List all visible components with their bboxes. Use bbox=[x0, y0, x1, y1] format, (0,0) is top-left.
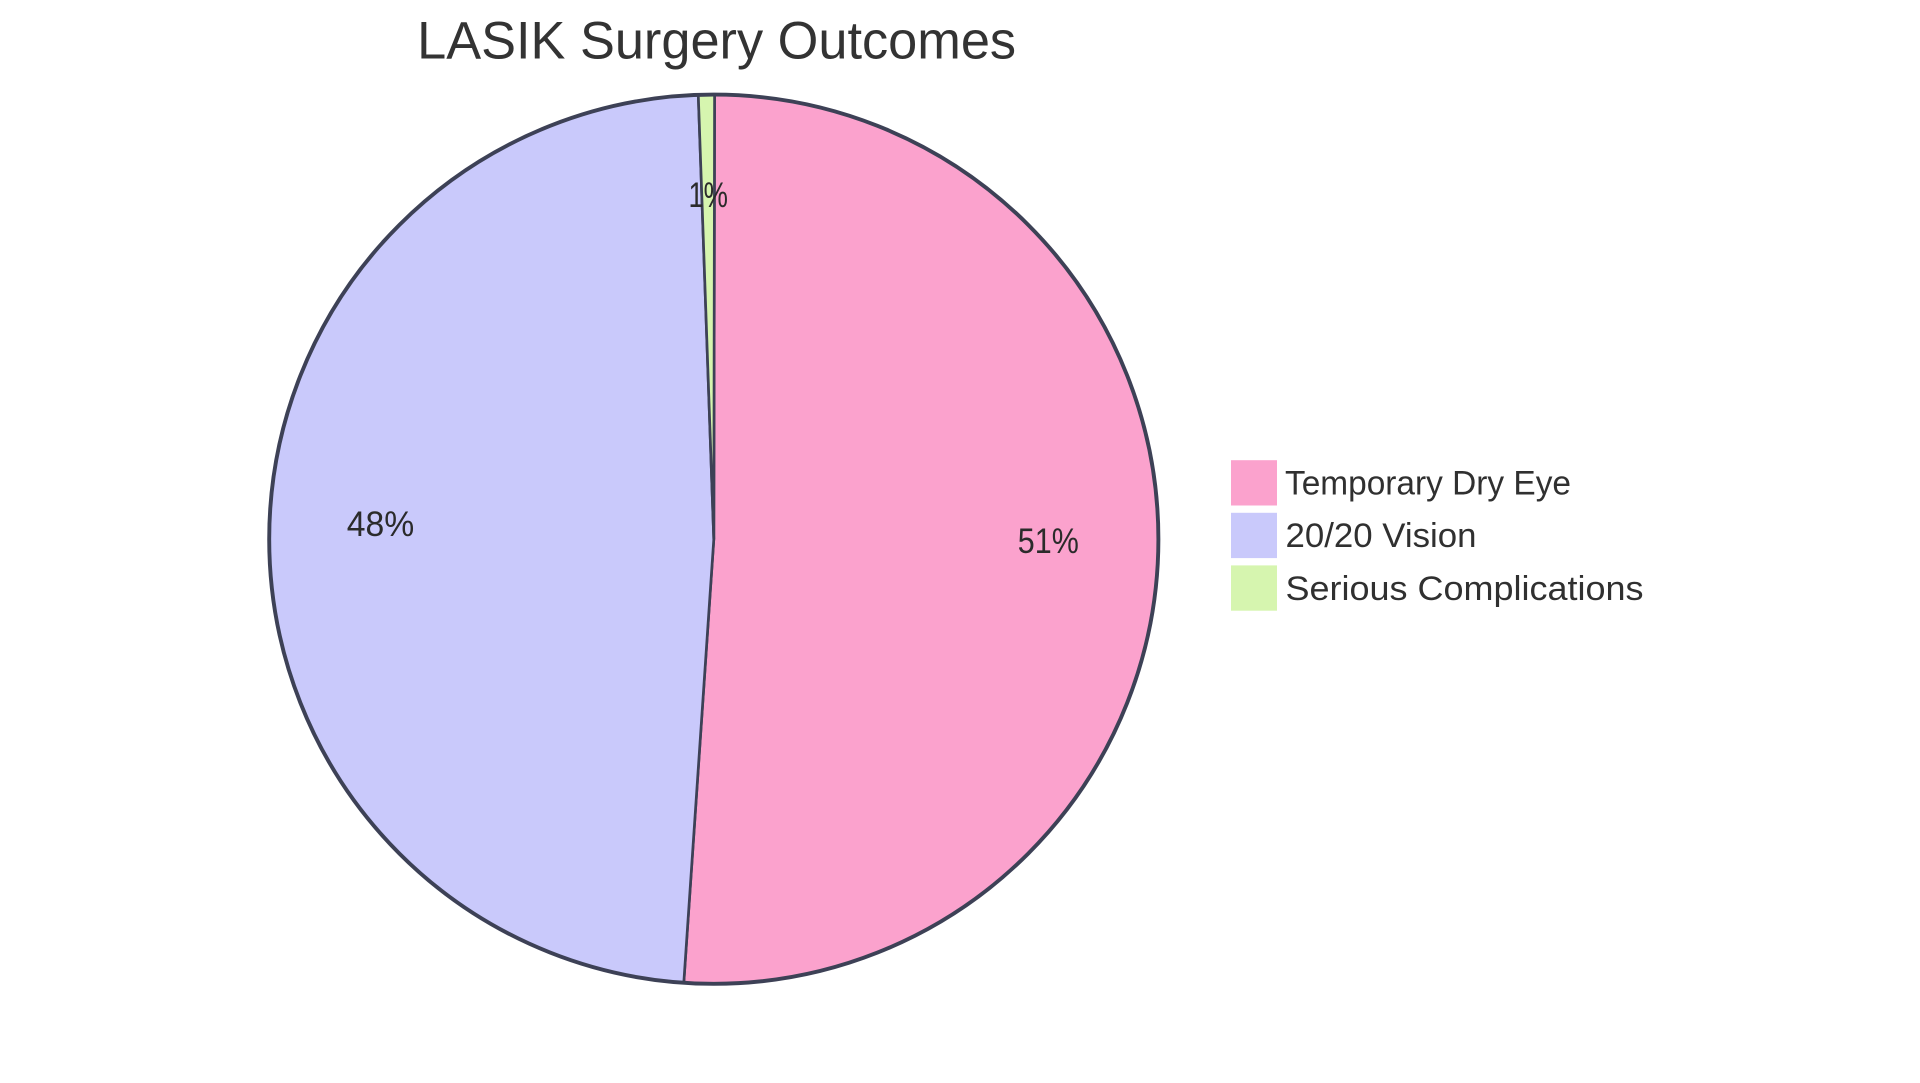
svg-text:48%: 48% bbox=[347, 504, 415, 544]
svg-text:1%: 1% bbox=[688, 175, 728, 215]
svg-text:Temporary Dry Eye: Temporary Dry Eye bbox=[1285, 465, 1571, 503]
svg-text:51%: 51% bbox=[1018, 521, 1079, 561]
svg-text:20/20 Vision: 20/20 Vision bbox=[1286, 517, 1477, 555]
svg-text:LASIK Surgery Outcomes: LASIK Surgery Outcomes bbox=[417, 11, 1016, 70]
svg-text:Serious Complications: Serious Complications bbox=[1286, 570, 1644, 608]
